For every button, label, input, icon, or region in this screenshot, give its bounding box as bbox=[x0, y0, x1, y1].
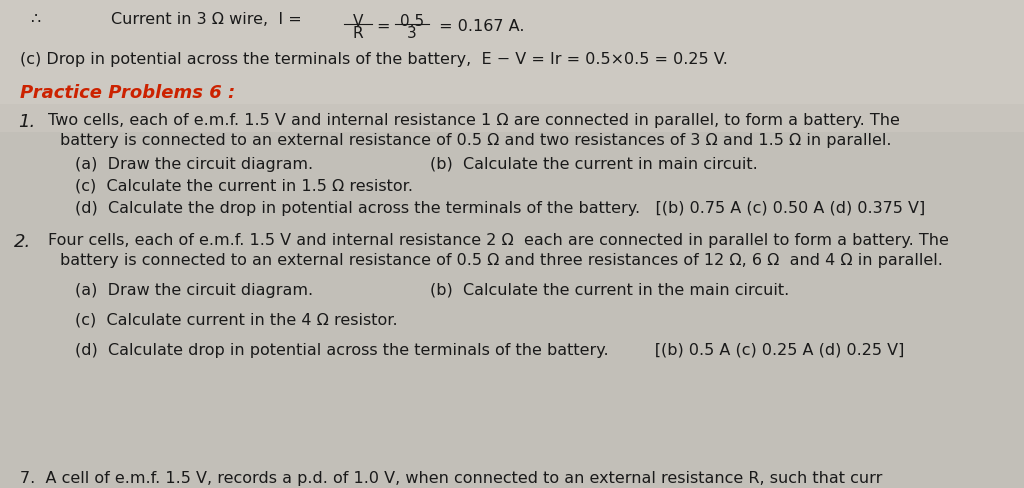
Text: =: = bbox=[376, 19, 389, 34]
Text: (a)  Draw the circuit diagram.: (a) Draw the circuit diagram. bbox=[75, 283, 313, 297]
Text: (b)  Calculate the current in main circuit.: (b) Calculate the current in main circui… bbox=[430, 157, 758, 172]
Text: (b)  Calculate the current in the main circuit.: (b) Calculate the current in the main ci… bbox=[430, 283, 790, 297]
Text: (a)  Draw the circuit diagram.: (a) Draw the circuit diagram. bbox=[75, 157, 313, 172]
Text: 2.: 2. bbox=[14, 232, 32, 250]
Bar bbox=[0, 0, 1024, 105]
Text: V: V bbox=[353, 14, 364, 29]
Text: (d)  Calculate drop in potential across the terminals of the battery.         [(: (d) Calculate drop in potential across t… bbox=[75, 342, 904, 357]
Bar bbox=[0, 105, 1024, 488]
Text: R: R bbox=[352, 26, 364, 41]
Text: Four cells, each of e.m.f. 1.5 V and internal resistance 2 Ω  each are connected: Four cells, each of e.m.f. 1.5 V and int… bbox=[48, 232, 949, 247]
Text: Current in 3 Ω wire,  I =: Current in 3 Ω wire, I = bbox=[70, 12, 307, 27]
Text: 3: 3 bbox=[408, 26, 417, 41]
Text: (c) Drop in potential across the terminals of the battery,  E − V = Ir = 0.5×0.5: (c) Drop in potential across the termina… bbox=[20, 52, 728, 67]
Text: ∴: ∴ bbox=[30, 12, 40, 27]
Text: 1.: 1. bbox=[18, 113, 35, 131]
Text: (d)  Calculate the drop in potential across the terminals of the battery.   [(b): (d) Calculate the drop in potential acro… bbox=[75, 201, 926, 216]
Text: = 0.167 A.: = 0.167 A. bbox=[434, 19, 524, 34]
Text: (c)  Calculate the current in 1.5 Ω resistor.: (c) Calculate the current in 1.5 Ω resis… bbox=[75, 179, 413, 194]
Text: (c)  Calculate current in the 4 Ω resistor.: (c) Calculate current in the 4 Ω resisto… bbox=[75, 312, 397, 327]
Text: battery is connected to an external resistance of 0.5 Ω and two resistances of 3: battery is connected to an external resi… bbox=[60, 133, 892, 148]
Bar bbox=[0, 105, 1024, 133]
Text: Practice Problems 6 :: Practice Problems 6 : bbox=[20, 84, 236, 102]
Text: battery is connected to an external resistance of 0.5 Ω and three resistances of: battery is connected to an external resi… bbox=[60, 252, 943, 267]
Text: Two cells, each of e.m.f. 1.5 V and internal resistance 1 Ω are connected in par: Two cells, each of e.m.f. 1.5 V and inte… bbox=[48, 113, 900, 128]
Text: 0.5: 0.5 bbox=[400, 14, 424, 29]
Text: 7.  A cell of e.m.f. 1.5 V, records a p.d. of 1.0 V, when connected to an extern: 7. A cell of e.m.f. 1.5 V, records a p.d… bbox=[20, 470, 883, 485]
